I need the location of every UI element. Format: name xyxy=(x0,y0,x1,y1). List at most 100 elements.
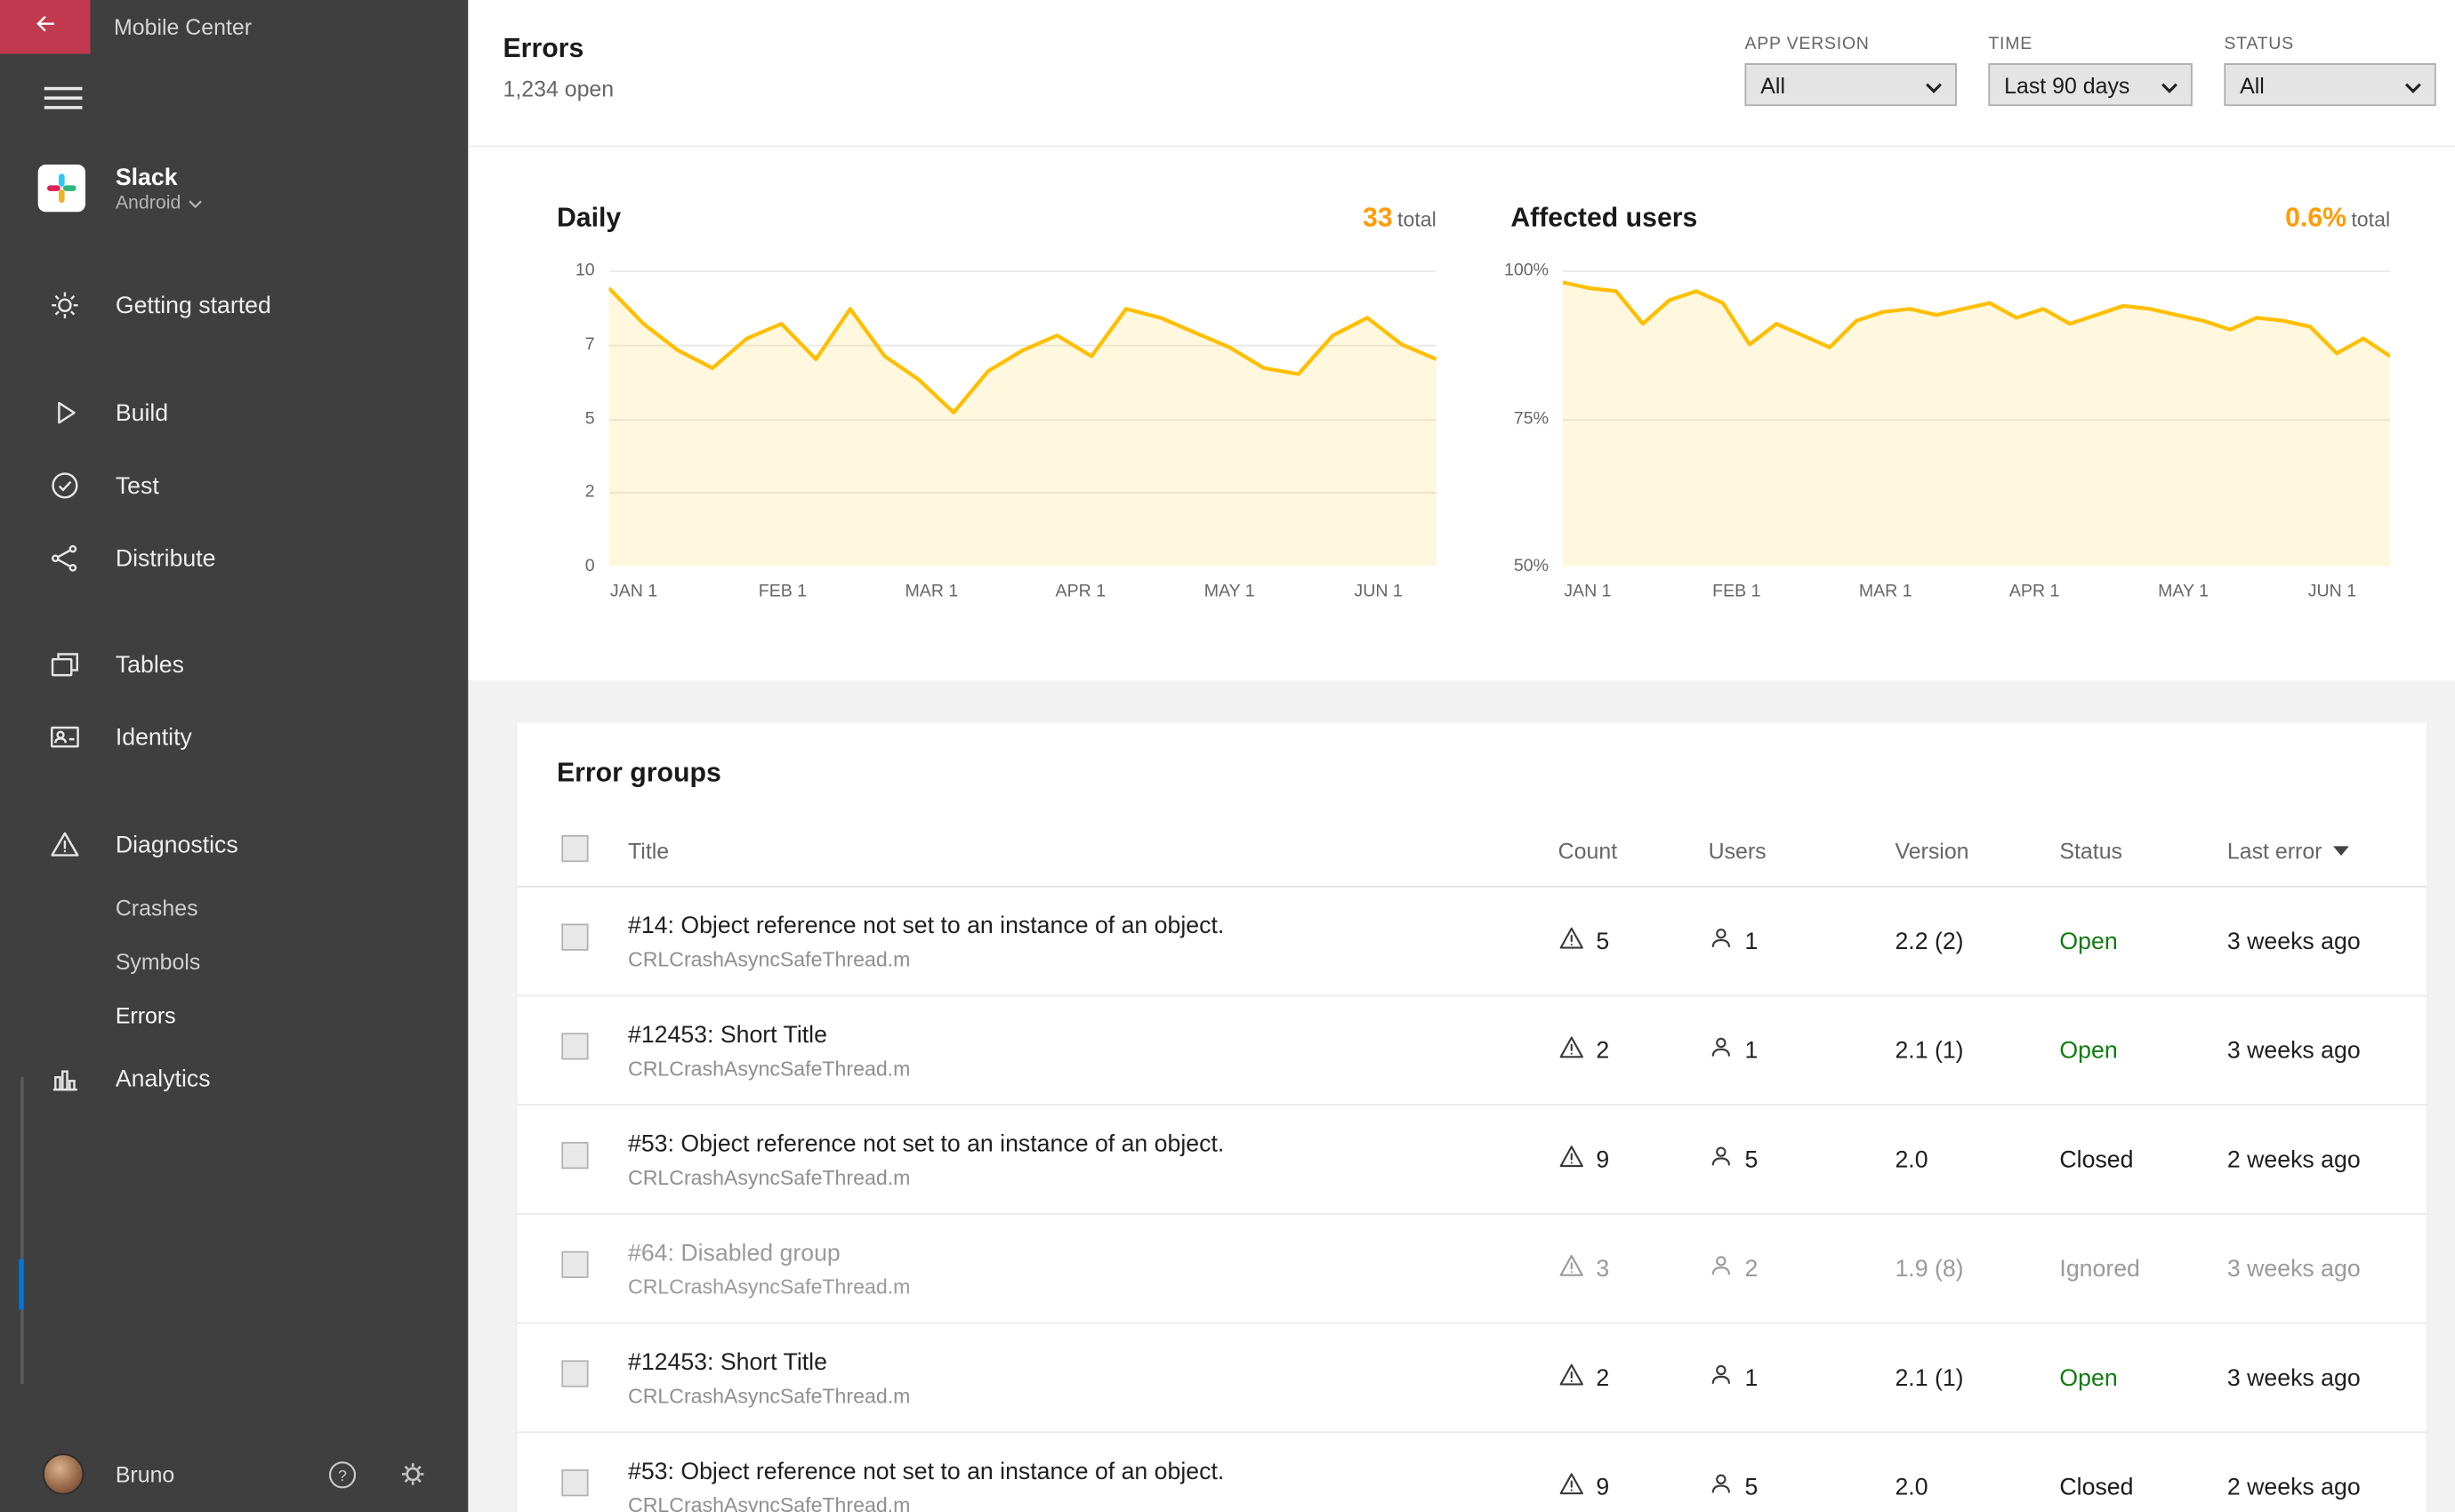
error-last-seen: 3 weeks ago xyxy=(2226,1036,2361,1064)
back-button[interactable] xyxy=(0,0,91,54)
sidebar-nav: Getting started Build Test Distribute xyxy=(0,269,468,1385)
column-count[interactable]: Count xyxy=(1558,837,1618,864)
status-filter: STATUS All xyxy=(2224,35,2436,107)
row-checkbox[interactable] xyxy=(561,1469,589,1497)
y-tick-label: 5 xyxy=(584,408,595,429)
user-avatar[interactable] xyxy=(43,1453,85,1495)
arrow-left-icon xyxy=(31,9,60,45)
affected-users-count: 5 xyxy=(1709,1471,1896,1503)
select-all-checkbox[interactable] xyxy=(561,834,589,862)
error-group-file: CRLCrashAsyncSafeThread.m xyxy=(628,1384,911,1408)
affected-users-plot-area xyxy=(1562,270,2392,568)
chevron-down-icon xyxy=(2161,72,2178,97)
column-users[interactable]: Users xyxy=(1708,837,1767,864)
warning-icon xyxy=(1558,1034,1585,1066)
sun-icon xyxy=(46,286,85,325)
x-tick-label: JUN 1 xyxy=(2307,582,2357,601)
sidebar-item-getting-started[interactable]: Getting started xyxy=(0,269,468,342)
active-item-indicator xyxy=(19,1259,24,1310)
error-group-file: CRLCrashAsyncSafeThread.m xyxy=(628,947,911,971)
x-tick-label: JAN 1 xyxy=(1564,582,1612,601)
page-header: Errors 1,234 open APP VERSION All TIME L… xyxy=(468,0,2455,148)
error-version: 2.1 (1) xyxy=(1895,1363,1964,1392)
error-count: 9 xyxy=(1558,1471,1709,1503)
chevron-down-icon xyxy=(1925,72,1943,97)
sidebar-item-identity[interactable]: Identity xyxy=(0,701,468,774)
error-group-file: CRLCrashAsyncSafeThread.m xyxy=(628,1275,911,1299)
warning-icon xyxy=(1558,1471,1585,1503)
sidebar-item-crashes[interactable]: Crashes xyxy=(115,895,198,921)
table-row[interactable]: #64: Disabled group CRLCrashAsyncSafeThre… xyxy=(517,1215,2427,1324)
table-header: Title Count Users Version Status Last er… xyxy=(517,815,2427,888)
identity-badge-icon xyxy=(46,718,85,756)
chart-total-value: 33 xyxy=(1363,202,1393,233)
y-tick-label: 10 xyxy=(575,261,595,280)
error-status: Closed xyxy=(2059,1146,2134,1173)
row-checkbox[interactable] xyxy=(561,1141,589,1170)
status-select[interactable]: All xyxy=(2224,63,2436,107)
error-status: Ignored xyxy=(2059,1255,2140,1283)
filters: APP VERSION All TIME Last 90 days STATUS xyxy=(1744,35,2436,107)
svg-text:?: ? xyxy=(337,1466,346,1484)
sidebar-top: Mobile Center xyxy=(0,0,468,54)
column-title[interactable]: Title xyxy=(628,837,670,864)
nav-section-rail xyxy=(20,1077,24,1385)
sidebar-item-distribute[interactable]: Distribute xyxy=(0,522,468,595)
error-group-title: #12453: Short Title xyxy=(628,1348,827,1377)
open-count: 1,234 open xyxy=(503,76,615,101)
sidebar-item-test[interactable]: Test xyxy=(0,449,468,522)
sidebar: Mobile Center Slack Android xyxy=(0,0,469,1512)
slack-app-icon xyxy=(37,164,86,213)
affected-users-count: 1 xyxy=(1709,1362,1896,1394)
hamburger-menu-icon[interactable] xyxy=(44,86,83,109)
error-count: 9 xyxy=(1558,1144,1709,1176)
sidebar-item-diagnostics[interactable]: Diagnostics xyxy=(0,808,468,881)
error-group-file: CRLCrashAsyncSafeThread.m xyxy=(628,1165,911,1190)
time-filter: TIME Last 90 days xyxy=(1988,35,2193,107)
sidebar-item-errors[interactable]: Errors xyxy=(115,1002,176,1028)
row-checkbox[interactable] xyxy=(561,1360,589,1387)
sidebar-item-tables[interactable]: Tables xyxy=(0,628,468,701)
sidebar-item-symbols[interactable]: Symbols xyxy=(115,949,201,975)
x-tick-label: MAR 1 xyxy=(1858,582,1912,601)
app-switcher[interactable]: Slack Android xyxy=(37,164,469,213)
affected-users-chart: Affected users 0.6% total 100% 75% 50% JAN … xyxy=(1504,203,2392,680)
chart-total: 33 total xyxy=(1363,202,1437,233)
row-checkbox[interactable] xyxy=(561,923,589,951)
column-version[interactable]: Version xyxy=(1895,837,1969,864)
row-checkbox[interactable] xyxy=(561,1033,589,1060)
x-tick-label: JUN 1 xyxy=(1354,582,1403,601)
gear-icon[interactable] xyxy=(396,1457,431,1492)
row-checkbox[interactable] xyxy=(561,1251,589,1278)
error-group-file: CRLCrashAsyncSafeThread.m xyxy=(628,1056,911,1081)
table-row[interactable]: #14: Object reference not set to an inst… xyxy=(517,888,2427,997)
user-icon xyxy=(1709,1252,1734,1284)
error-version: 2.2 (2) xyxy=(1895,928,1964,955)
x-tick-label: JAN 1 xyxy=(609,582,658,601)
error-group-title: #14: Object reference not set to an inst… xyxy=(628,913,1225,940)
time-select[interactable]: Last 90 days xyxy=(1988,63,2193,107)
app-version-select[interactable]: All xyxy=(1744,63,1957,107)
chart-title: Daily xyxy=(556,202,622,233)
error-last-seen: 3 weeks ago xyxy=(2226,1363,2361,1392)
error-table-body: #14: Object reference not set to an inst… xyxy=(517,888,2427,1512)
help-icon[interactable]: ? xyxy=(325,1457,359,1492)
column-last-error[interactable]: Last error xyxy=(2227,838,2427,863)
bar-chart-icon xyxy=(46,1059,85,1098)
product-name: Mobile Center xyxy=(114,14,253,40)
error-group-title: #64: Disabled group xyxy=(628,1240,841,1267)
sidebar-item-build[interactable]: Build xyxy=(0,376,468,449)
y-tick-label: 100% xyxy=(1503,261,1549,280)
affected-users-count: 2 xyxy=(1709,1252,1896,1284)
table-row[interactable]: #53: Object reference not set to an inst… xyxy=(518,1433,2427,1512)
x-tick-label: MAY 1 xyxy=(2158,582,2210,601)
table-row[interactable]: #12453: Short Title CRLCrashAsyncSafeThre… xyxy=(517,1323,2427,1434)
user-icon xyxy=(1709,1144,1734,1176)
sidebar-item-analytics[interactable]: Analytics xyxy=(0,1042,468,1115)
column-status[interactable]: Status xyxy=(2059,837,2123,864)
table-row[interactable]: #12453: Short Title CRLCrashAsyncSafeThre… xyxy=(517,996,2427,1106)
user-icon xyxy=(1709,1034,1734,1066)
table-row[interactable]: #53: Object reference not set to an inst… xyxy=(517,1106,2427,1215)
sidebar-footer: Bruno ? xyxy=(0,1453,468,1495)
share-icon xyxy=(46,539,85,577)
